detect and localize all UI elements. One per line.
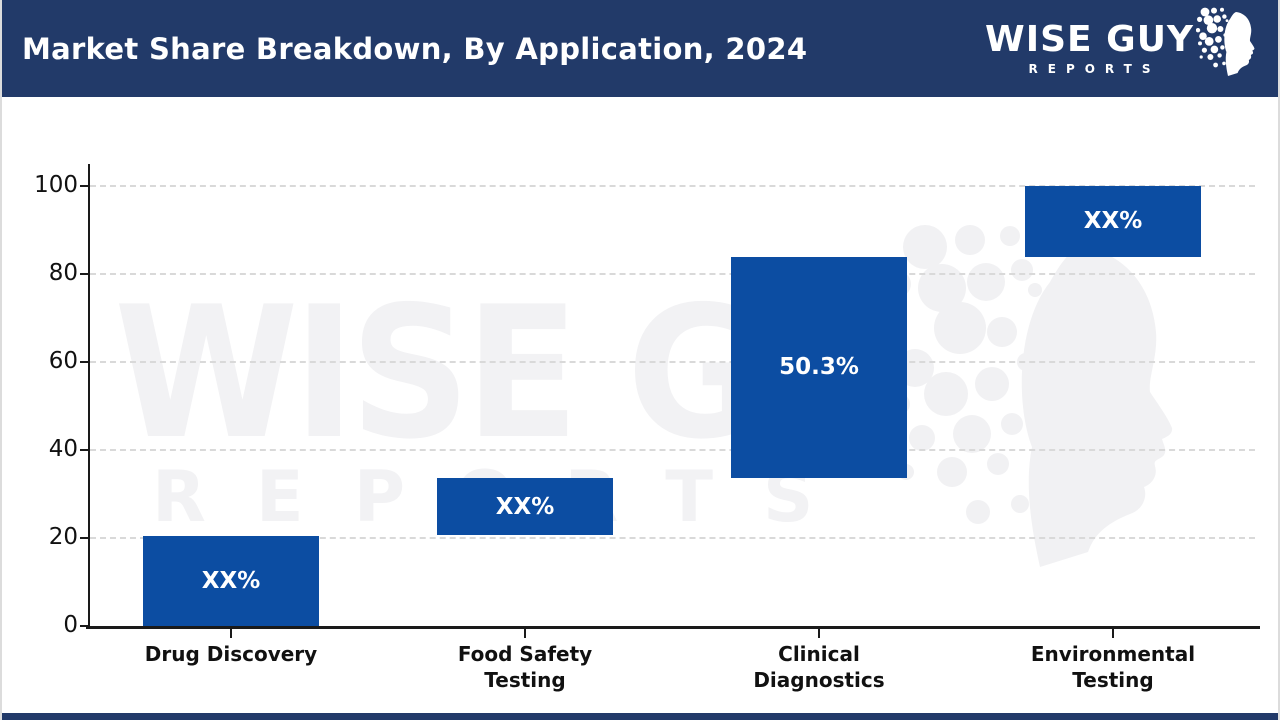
y-tick-label-60: 60 (48, 348, 78, 374)
x-category-label-line: Drug Discovery (144, 642, 318, 666)
y-tick-mark-40 (80, 449, 89, 451)
x-category-label-line: Testing (1072, 668, 1154, 693)
x-tick-mark-4 (1112, 629, 1114, 638)
y-tick-mark-60 (80, 361, 89, 363)
y-tick-label-20: 20 (48, 524, 78, 550)
gridline-80 (90, 273, 1255, 275)
bar-food-safety-testing: XX% (437, 478, 613, 536)
x-tick-mark-1 (230, 629, 232, 638)
y-tick-mark-20 (80, 537, 89, 539)
logo-wiseguy-label: WISE GUY (984, 19, 1194, 60)
bar-value-label: XX% (495, 493, 555, 520)
x-category-label-line: Diagnostics (753, 668, 885, 693)
x-category-label-line: Food Safety (457, 642, 593, 666)
x-tick-mark-2 (524, 629, 526, 638)
header-band: Market Share Breakdown, By Application, … (2, 0, 1278, 97)
x-axis-spine (86, 626, 1260, 629)
x-category-label-4: Environmental Testing (983, 641, 1243, 694)
x-category-label-line: Testing (484, 668, 566, 693)
x-category-label-1: Drug Discovery (101, 641, 361, 667)
x-category-label-line: Clinical (778, 642, 860, 666)
logo-reports-label: REPORTS (1028, 62, 1161, 76)
x-category-label-2: Food Safety Testing (395, 641, 655, 694)
bar-drug-discovery: XX% (143, 535, 319, 626)
page-title: Market Share Breakdown, By Application, … (22, 31, 808, 66)
bar-value-label: XX% (201, 567, 261, 594)
bar-clinical-diagnostics: 50.3% (731, 256, 907, 479)
bar-value-label: 50.3% (779, 354, 859, 381)
x-category-label-3: Clinical Diagnostics (689, 641, 949, 694)
y-tick-label-0: 0 (63, 612, 78, 638)
gridline-60 (90, 361, 1255, 363)
x-category-label-line: Environmental (1030, 642, 1196, 666)
y-tick-mark-0 (80, 625, 89, 627)
gridline-100 (90, 185, 1255, 187)
gridline-40 (90, 449, 1255, 451)
footer-band (2, 713, 1278, 720)
y-axis-spine (88, 164, 90, 626)
bar-value-label: XX% (1083, 208, 1143, 235)
y-tick-label-40: 40 (48, 436, 78, 462)
y-tick-label-100: 100 (34, 172, 78, 198)
y-tick-label-80: 80 (48, 260, 78, 286)
y-tick-mark-100 (80, 185, 89, 187)
x-tick-mark-3 (818, 629, 820, 638)
y-tick-mark-80 (80, 273, 89, 275)
bar-environmental-testing: XX% (1025, 186, 1201, 257)
gridline-20 (90, 537, 1255, 539)
wise-guy-reports-logo: WISE GUY REPORTS (985, 7, 1260, 91)
logo-face-dots-icon (1196, 7, 1255, 76)
